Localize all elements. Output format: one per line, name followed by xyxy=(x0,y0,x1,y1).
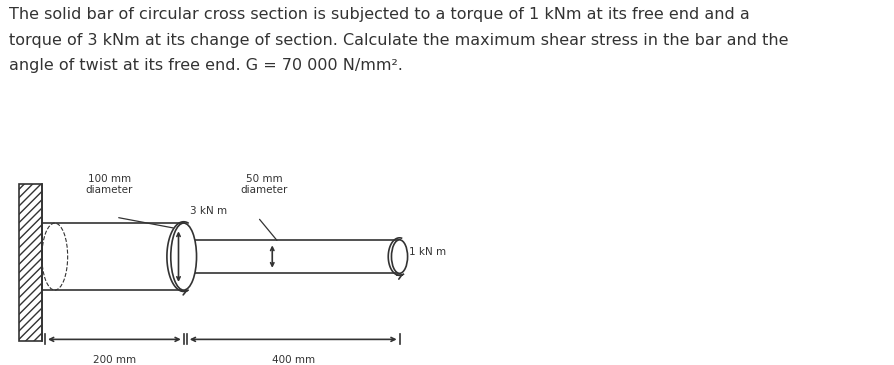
Bar xyxy=(20,184,42,341)
Text: 400 mm: 400 mm xyxy=(272,355,315,365)
Text: 200 mm: 200 mm xyxy=(93,355,136,365)
Ellipse shape xyxy=(391,240,407,273)
Text: The solid bar of circular cross section is subjected to a torque of 1 kNm at its: The solid bar of circular cross section … xyxy=(9,7,788,73)
Text: 1 kN m: 1 kN m xyxy=(409,247,446,257)
Text: 100 mm
diameter: 100 mm diameter xyxy=(86,174,133,195)
Text: 3 kN m: 3 kN m xyxy=(190,206,227,216)
Ellipse shape xyxy=(171,223,197,290)
Text: 50 mm
diameter: 50 mm diameter xyxy=(240,174,288,195)
